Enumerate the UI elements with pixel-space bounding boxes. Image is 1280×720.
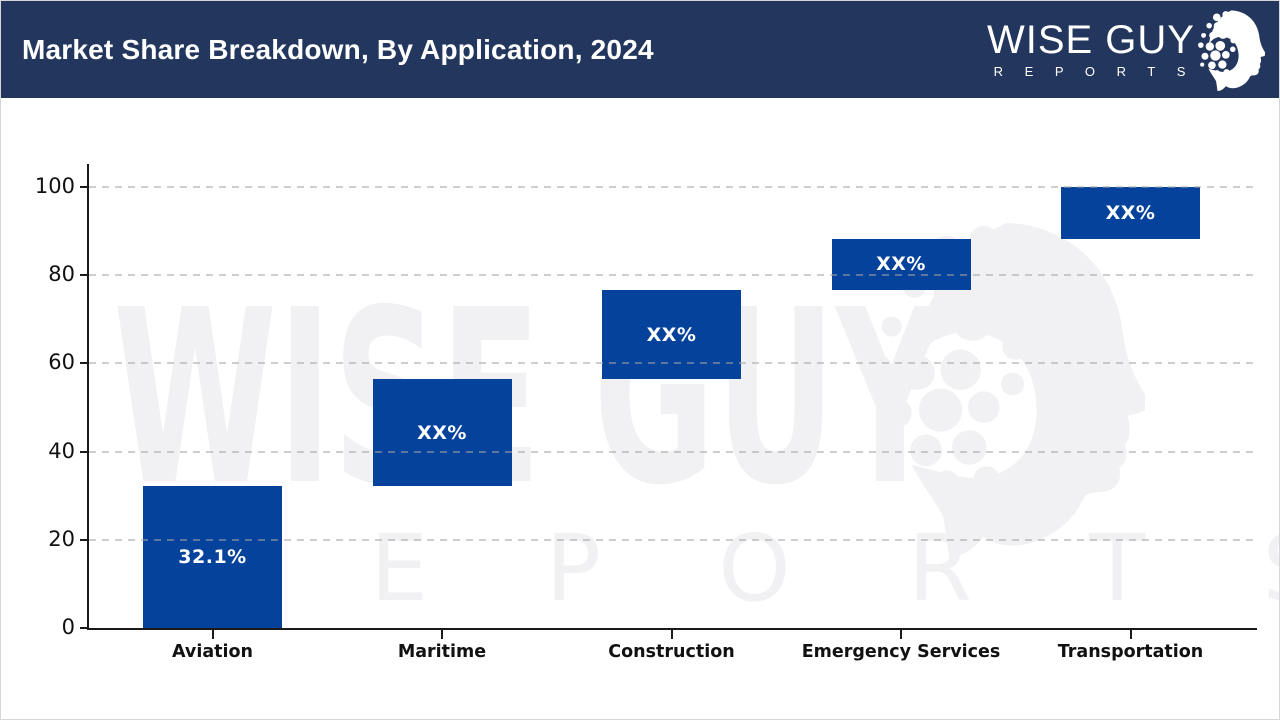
bar-value-label: XX% (417, 421, 467, 444)
bar-value-label: 32.1% (178, 546, 247, 569)
bar-value-label: XX% (1105, 201, 1156, 224)
bar-transportation: XX% (1061, 187, 1200, 239)
x-label-construction: Construction (608, 642, 735, 662)
x-tick-4 (1129, 630, 1132, 639)
header-bar: Market Share Breakdown, By Application, … (1, 1, 1279, 98)
chart-area: WISE GUY R E P O R T S 32.1% Aviation XX% M… (1, 98, 1279, 719)
x-label-emergency-services: Emergency Services (801, 642, 1001, 662)
bar-construction: XX% (602, 290, 741, 380)
gridline-y100 (89, 186, 1257, 188)
x-label-maritime: Maritime (397, 642, 487, 662)
y-label-40: 40 (48, 438, 75, 463)
y-axis-line (87, 164, 89, 630)
gridline-y20 (89, 538, 1257, 541)
y-tick-40 (80, 450, 88, 453)
brand-subtitle: R E P O R T S (993, 64, 1195, 79)
x-tick-2 (670, 630, 673, 639)
x-axis-line (87, 628, 1257, 630)
x-tick-1 (441, 630, 443, 639)
gridline-y60 (89, 362, 1257, 365)
brand-name: WISE GUY (986, 18, 1195, 62)
watermark-brand-name: WISE GUY (113, 258, 944, 538)
bar-value-label: XX% (646, 323, 697, 346)
gridline-y40 (89, 450, 1257, 453)
y-label-20: 20 (48, 526, 75, 551)
y-tick-100 (80, 186, 88, 188)
y-tick-0 (80, 627, 88, 629)
x-tick-3 (900, 630, 902, 639)
x-label-transportation: Transportation (1057, 642, 1204, 662)
y-label-80: 80 (48, 262, 75, 287)
brand-logo-text: WISE GUY R E P O R T S (987, 20, 1195, 79)
y-label-60: 60 (48, 350, 75, 375)
x-label-aviation: Aviation (172, 642, 253, 662)
chart-title: Market Share Breakdown, By Application, … (22, 33, 654, 65)
bar-emergency-services: XX% (831, 238, 971, 291)
gridline-y80 (89, 274, 1257, 277)
bar-aviation: 32.1% (143, 486, 282, 628)
brand-logo: WISE GUY R E P O R T S (987, 9, 1265, 91)
x-tick-0 (211, 630, 214, 639)
face-profile-icon (1198, 9, 1265, 91)
y-tick-80 (80, 274, 88, 277)
bar-maritime: XX% (372, 379, 512, 487)
y-label-100: 100 (34, 174, 75, 198)
y-label-0: 0 (61, 615, 75, 639)
y-tick-60 (80, 362, 88, 365)
y-tick-20 (80, 538, 88, 541)
bar-value-label: XX% (876, 253, 926, 276)
watermark-brand-subtitle: R E P O R T S (189, 515, 1279, 622)
